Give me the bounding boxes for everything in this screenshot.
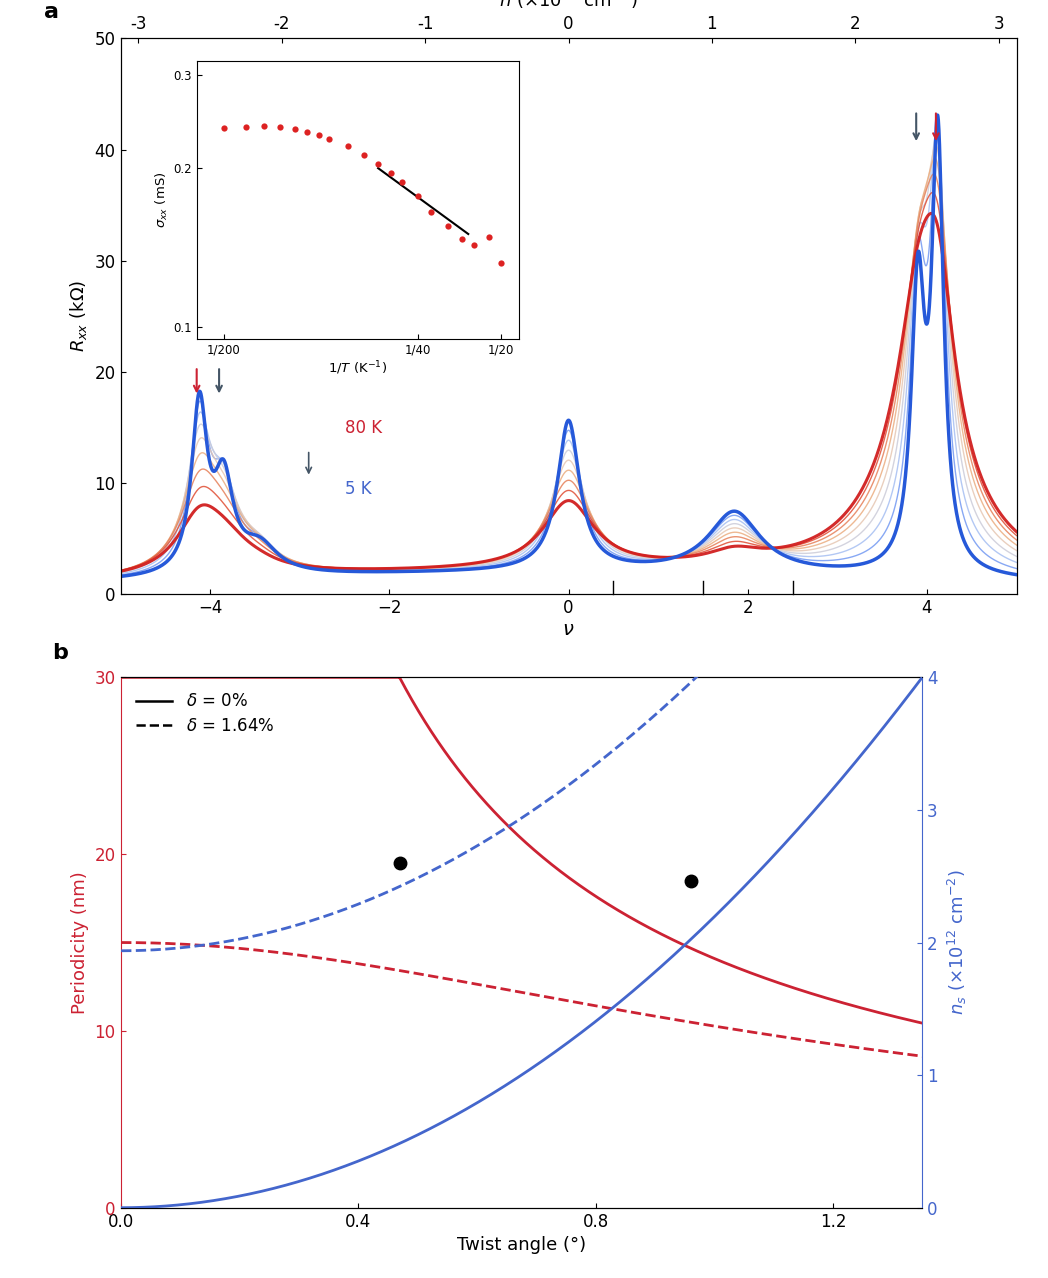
Y-axis label: $n_s$ ($\times$10$^{12}$ cm$^{-2}$): $n_s$ ($\times$10$^{12}$ cm$^{-2}$) [946,869,969,1016]
Legend: $\delta$ = 0%, $\delta$ = 1.64%: $\delta$ = 0%, $\delta$ = 1.64% [129,686,281,741]
Text: a: a [44,3,60,22]
X-axis label: Twist angle (°): Twist angle (°) [457,1236,586,1254]
Text: 80 K: 80 K [345,419,381,437]
Y-axis label: $R_{xx}$ (k$\Omega$): $R_{xx}$ (k$\Omega$) [68,280,89,353]
Text: b: b [52,643,68,663]
X-axis label: $n$ ($\times$10$^{12}$ cm$^{-2}$): $n$ ($\times$10$^{12}$ cm$^{-2}$) [499,0,638,12]
X-axis label: $\nu$: $\nu$ [563,620,574,639]
Text: 5 K: 5 K [345,481,371,498]
Y-axis label: Periodicity (nm): Periodicity (nm) [71,872,89,1013]
